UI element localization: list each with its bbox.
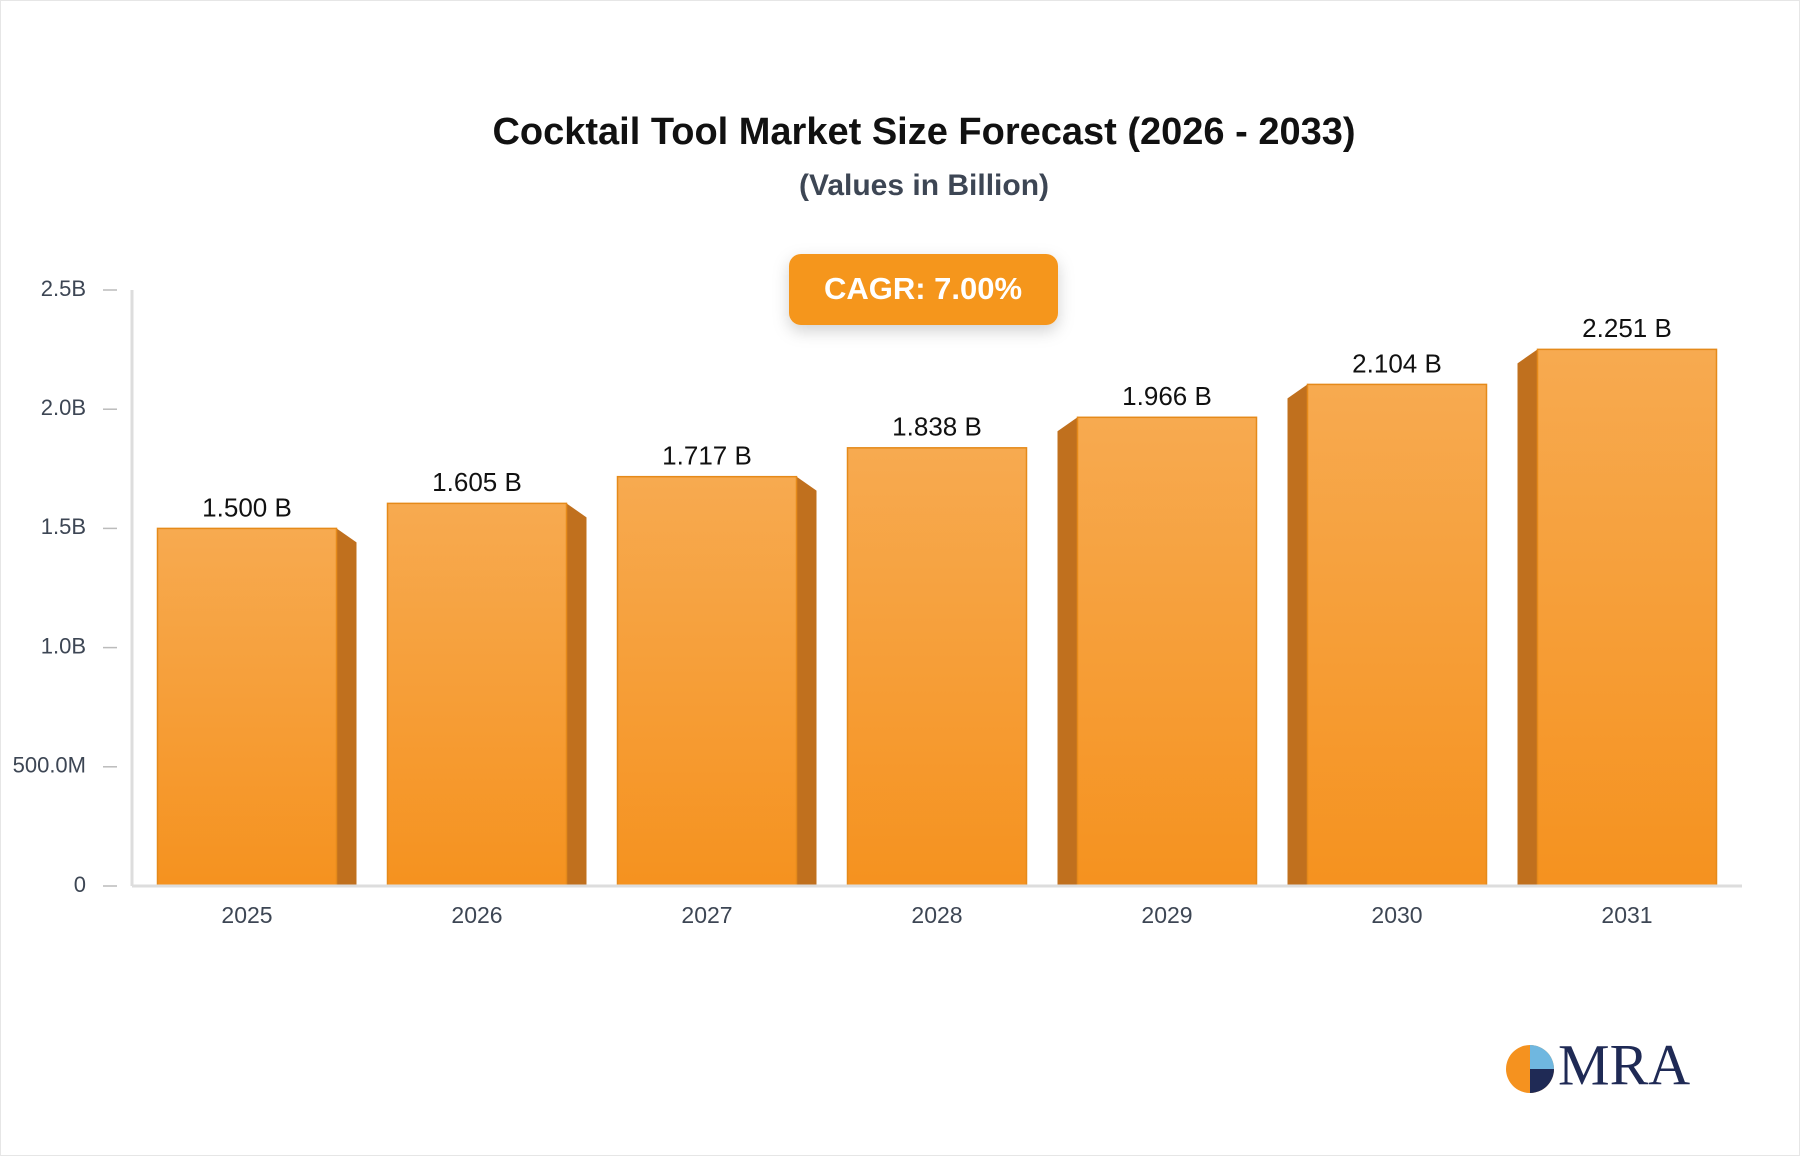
value-label: 2.104 B [1352,348,1442,378]
bar [846,447,1028,887]
logo-icon-part [1530,1069,1554,1093]
bar [616,475,798,887]
cagr-badge [789,254,1058,325]
logo-icon-part [1530,1045,1554,1069]
bar-side [796,476,817,886]
bar-side [566,503,587,886]
y-tick-label: 2.5B [41,276,86,301]
y-tick-label: 500.0M [13,753,86,778]
y-tick-label: 2.0B [41,395,86,420]
x-tick-label: 2027 [681,902,732,928]
y-tick-label: 1.0B [41,633,86,658]
bar-side [1517,349,1538,887]
x-tick-label: 2025 [221,902,272,928]
bar-side [1287,384,1308,886]
logo: MRA [1506,1032,1690,1097]
bar [386,502,568,887]
x-tick-label: 2031 [1601,902,1652,928]
value-label: 1.605 B [432,467,522,497]
chart-title: Cocktail Tool Market Size Forecast (2026… [492,111,1355,153]
bar [1536,348,1718,887]
value-label: 1.717 B [662,441,752,471]
plot: 0 500.0M 1.0B 1.5B 2.0B 2.5B 2025 1.500 B 2026 1.… [13,276,1742,928]
logo-text: MRA [1558,1032,1690,1097]
value-label: 2.251 B [1582,313,1672,343]
y-tick-label: 1.5B [41,514,86,539]
x-tick-label: 2026 [451,902,502,928]
bar [1306,383,1488,887]
cagr-label: CAGR: 7.00% [824,271,1022,306]
value-label: 1.838 B [892,412,982,442]
value-label: 1.500 B [202,492,292,522]
y-tick-label: 0 [74,872,86,897]
bar-side [336,528,357,886]
chart-subtitle: (Values in Billion) [799,169,1049,202]
x-tick-label: 2030 [1371,902,1422,928]
x-tick-label: 2029 [1141,902,1192,928]
value-label: 1.966 B [1122,381,1212,411]
bar-side [1057,417,1078,886]
x-tick-label: 2028 [911,902,962,928]
bar [1076,416,1258,887]
bar [156,527,338,887]
